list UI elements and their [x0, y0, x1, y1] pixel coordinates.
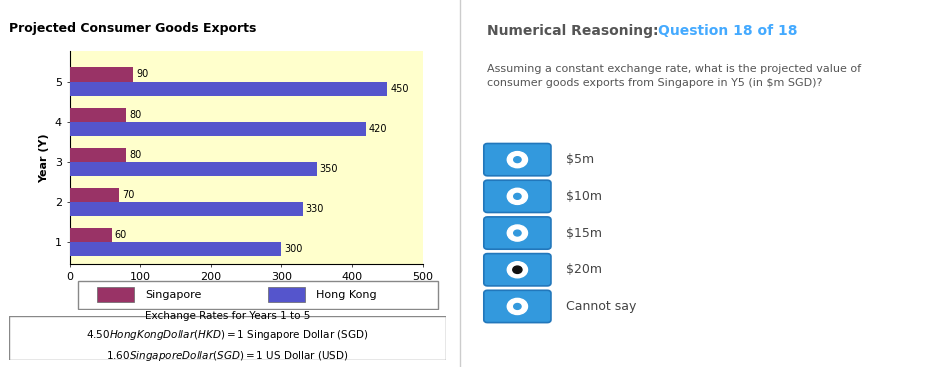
FancyBboxPatch shape — [483, 254, 550, 286]
X-axis label: Hong Kong Dollars (millions): Hong Kong Dollars (millions) — [157, 287, 335, 297]
Text: 350: 350 — [319, 164, 338, 174]
Circle shape — [507, 188, 527, 204]
Bar — [70, 228, 112, 242]
Bar — [70, 81, 387, 95]
Text: 300: 300 — [284, 244, 303, 254]
Circle shape — [512, 266, 522, 273]
Bar — [70, 202, 303, 216]
Text: 70: 70 — [122, 190, 135, 200]
Bar — [70, 162, 316, 176]
Text: Exchange Rates for Years 1 to 5
$4.50 Hong Kong Dollar (HKD) = $1 Singapore Doll: Exchange Rates for Years 1 to 5 $4.50 Ho… — [86, 311, 368, 363]
FancyBboxPatch shape — [9, 316, 445, 360]
Circle shape — [513, 304, 521, 309]
FancyBboxPatch shape — [267, 287, 304, 302]
Text: 90: 90 — [135, 69, 148, 80]
Text: $20m: $20m — [565, 263, 601, 276]
Bar — [70, 108, 126, 122]
Y-axis label: Year (Y): Year (Y) — [39, 133, 49, 183]
Bar — [70, 188, 119, 202]
FancyBboxPatch shape — [78, 281, 438, 309]
Text: 330: 330 — [305, 204, 324, 214]
Text: 450: 450 — [390, 84, 408, 94]
Circle shape — [507, 152, 527, 168]
Bar — [70, 148, 126, 162]
Circle shape — [513, 230, 521, 236]
Text: Question 18 of 18: Question 18 of 18 — [657, 24, 796, 38]
Circle shape — [507, 225, 527, 241]
Bar — [70, 242, 281, 256]
FancyBboxPatch shape — [483, 217, 550, 249]
Text: $10m: $10m — [565, 190, 601, 203]
Text: 80: 80 — [129, 110, 141, 120]
Text: Cannot say: Cannot say — [565, 300, 636, 313]
Text: 60: 60 — [115, 230, 127, 240]
Text: $15m: $15m — [565, 226, 601, 240]
Bar — [70, 68, 133, 81]
FancyBboxPatch shape — [97, 287, 134, 302]
Text: Projected Consumer Goods Exports: Projected Consumer Goods Exports — [9, 22, 256, 35]
Circle shape — [513, 157, 521, 163]
Circle shape — [513, 193, 521, 199]
FancyBboxPatch shape — [483, 290, 550, 323]
Text: $5m: $5m — [565, 153, 593, 166]
Text: Hong Kong: Hong Kong — [316, 290, 376, 299]
Circle shape — [507, 298, 527, 315]
Text: Singapore: Singapore — [145, 290, 201, 299]
Text: 420: 420 — [368, 124, 387, 134]
Text: 80: 80 — [129, 150, 141, 160]
Text: Numerical Reasoning:: Numerical Reasoning: — [487, 24, 664, 38]
Text: Assuming a constant exchange rate, what is the projected value of
consumer goods: Assuming a constant exchange rate, what … — [487, 64, 860, 88]
FancyBboxPatch shape — [483, 143, 550, 176]
Circle shape — [507, 262, 527, 278]
Bar — [70, 122, 366, 136]
FancyBboxPatch shape — [483, 180, 550, 212]
